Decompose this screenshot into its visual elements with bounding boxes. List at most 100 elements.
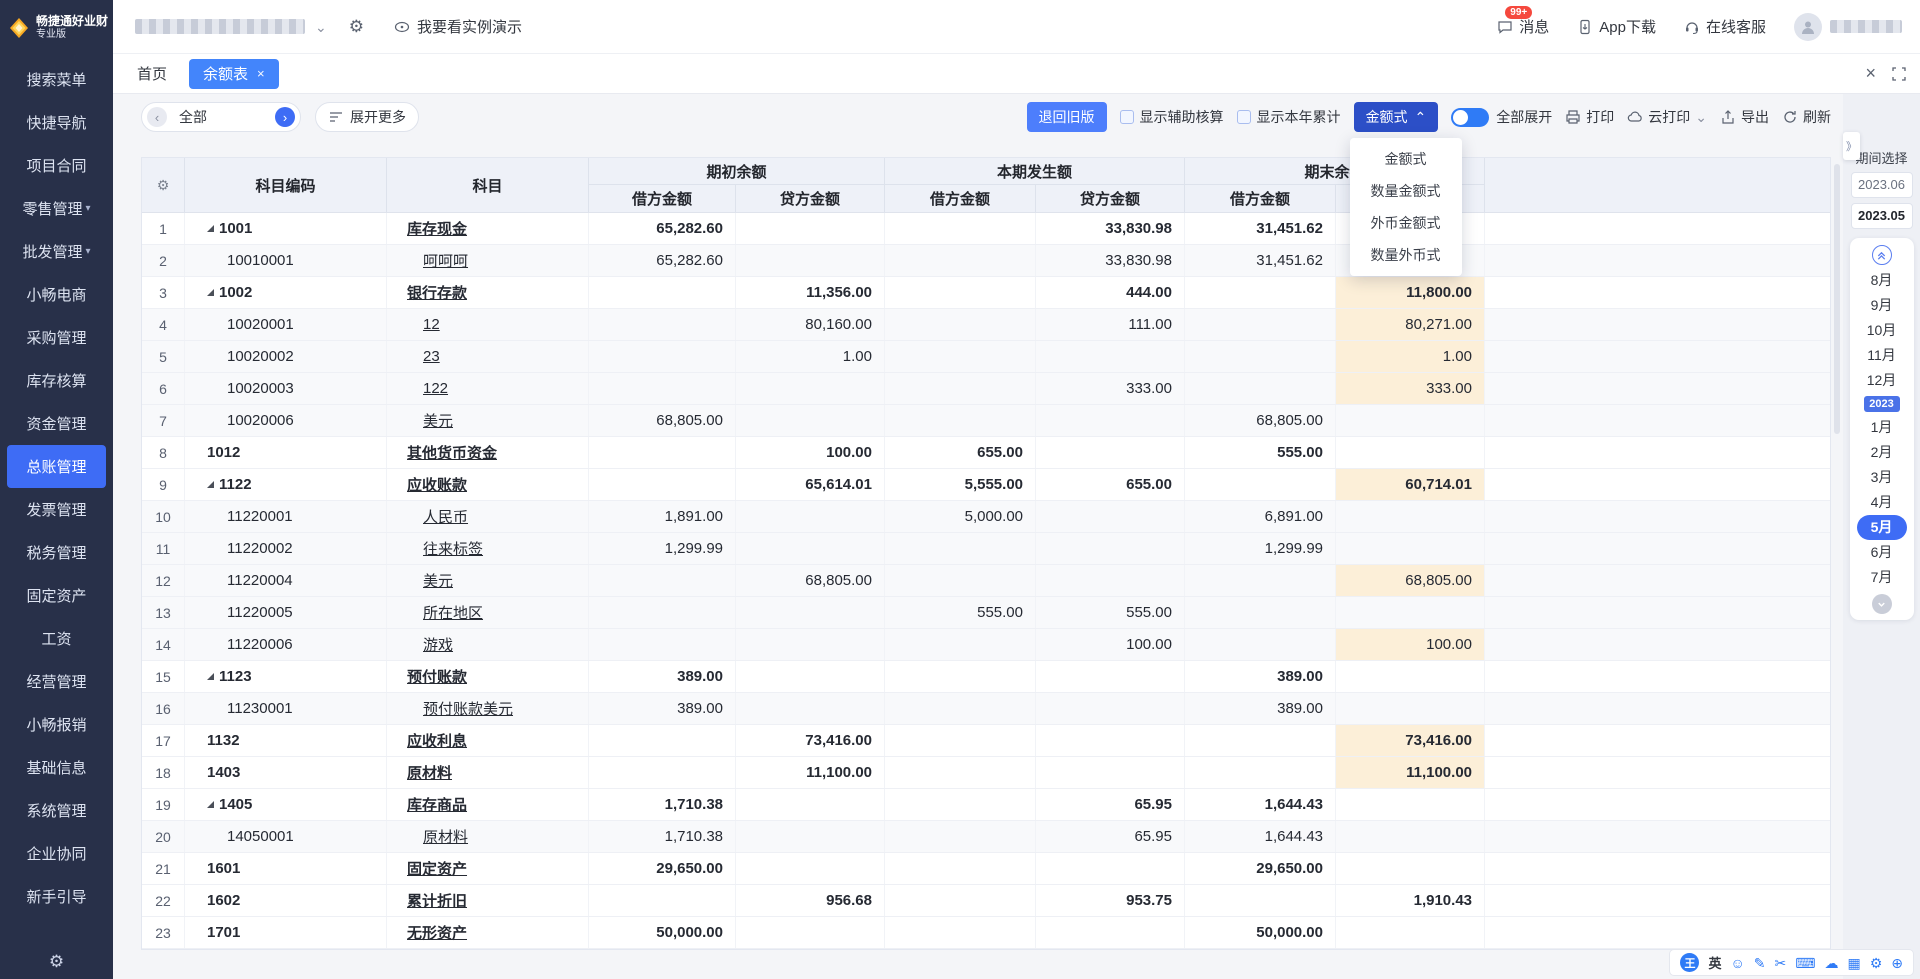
company-selector[interactable]: ⌄	[135, 19, 327, 34]
sidebar-item-税务管理[interactable]: 税务管理	[0, 531, 113, 574]
account-subject-link[interactable]: 固定资产	[407, 861, 468, 878]
account-subject-link[interactable]: 应收账款	[407, 477, 468, 494]
scroll-up-icon[interactable]	[1871, 245, 1892, 265]
sidebar-item-系统管理[interactable]: 系统管理	[0, 789, 113, 832]
month-item-11月[interactable]: 11月	[1867, 347, 1896, 363]
more-icon[interactable]: ⊕	[1891, 954, 1903, 971]
account-subject-link[interactable]: 游戏	[423, 637, 454, 654]
table-row[interactable]: 12 11220004 美元 68,805.00 68,805.00	[142, 565, 1830, 597]
month-item-6月[interactable]: 6月	[1870, 544, 1893, 560]
table-row[interactable]: 7 10020006 美元 68,805.00 68,805.00	[142, 405, 1830, 437]
month-item-2月[interactable]: 2月	[1870, 444, 1893, 460]
tab-balance-sheet[interactable]: 余额表 ×	[189, 58, 279, 89]
table-row[interactable]: 14 11220006 游戏 100.00 100.00	[142, 629, 1830, 661]
expand-toggle-icon[interactable]	[207, 673, 214, 680]
account-subject-link[interactable]: 人民币	[423, 509, 469, 526]
back-to-old-version-button[interactable]: 退回旧版	[1026, 102, 1107, 132]
format-menu-item[interactable]: 外币金额式	[1370, 215, 1441, 231]
tab-home[interactable]: 首页	[123, 59, 181, 89]
table-row[interactable]: 3 1002 银行存款 11,356.00 444.00 11,800.00	[142, 277, 1830, 309]
month-item-7月[interactable]: 7月	[1870, 569, 1893, 585]
table-row[interactable]: 22 1602 累计折旧 956.68 953.75 1,910.43	[142, 885, 1830, 917]
cloud-print-button[interactable]: 云打印 ⌄	[1627, 107, 1707, 127]
ime-language-toggle[interactable]: 英	[1708, 956, 1722, 971]
sidebar-item-新手引导[interactable]: 新手引导	[0, 875, 113, 918]
table-row[interactable]: 11 11220002 往来标签 1,299.99 1,299.99	[142, 533, 1830, 565]
sidebar-item-项目合同[interactable]: 项目合同	[0, 144, 113, 187]
table-row[interactable]: 23 1701 无形资产 50,000.00 50,000.00	[142, 917, 1830, 949]
toggle-track[interactable]	[1451, 107, 1490, 127]
period-button-current[interactable]: 2023.05	[1850, 203, 1913, 229]
table-row[interactable]: 4 10020001 12 80,160.00 111.00 80,271.00	[142, 309, 1830, 341]
account-subject-link[interactable]: 原材料	[407, 765, 453, 782]
expand-toggle-icon[interactable]	[207, 225, 214, 232]
table-row[interactable]: 5 10020002 23 1.00 1.00	[142, 341, 1830, 373]
checkbox-icon[interactable]	[1119, 110, 1134, 124]
sidebar-item-小畅报销[interactable]: 小畅报销	[0, 703, 113, 746]
account-subject-link[interactable]: 122	[423, 380, 449, 397]
sidebar-item-搜索菜单[interactable]: 搜索菜单	[0, 58, 113, 101]
table-row[interactable]: 8 1012 其他货币资金 100.00 655.00 555.00	[142, 437, 1830, 469]
sidebar-item-小畅电商[interactable]: 小畅电商	[0, 273, 113, 316]
scroll-down-icon[interactable]	[1871, 594, 1892, 614]
fullscreen-icon[interactable]	[1892, 66, 1906, 81]
month-item-1月[interactable]: 1月	[1870, 419, 1893, 435]
emoji-icon[interactable]: ☺	[1730, 954, 1745, 971]
pen-icon[interactable]: ✎	[1753, 954, 1766, 971]
account-subject-link[interactable]: 23	[423, 348, 440, 365]
format-menu-item[interactable]: 数量金额式	[1370, 183, 1441, 199]
account-subject-link[interactable]: 应收利息	[407, 733, 468, 750]
month-item-4月[interactable]: 4月	[1870, 494, 1893, 510]
table-row[interactable]: 18 1403 原材料 11,100.00 11,100.00	[142, 757, 1830, 789]
table-row[interactable]: 1 1001 库存现金 65,282.60 33,830.98 31,451.62	[142, 213, 1830, 245]
settings-gear-icon[interactable]: ⚙	[348, 16, 364, 36]
ime-logo-icon[interactable]: 王	[1680, 953, 1700, 972]
expand-more-button[interactable]: 展开更多	[315, 102, 419, 132]
table-row[interactable]: 10 11220001 人民币 1,891.00 5,000.00 6,891.00	[142, 501, 1830, 533]
sidebar-item-资金管理[interactable]: 资金管理	[0, 402, 113, 445]
table-row[interactable]: 16 11230001 预付账款美元 389.00 389.00	[142, 693, 1830, 725]
sidebar-item-基础信息[interactable]: 基础信息	[0, 746, 113, 789]
month-item-8月[interactable]: 8月	[1870, 272, 1893, 288]
sidebar-item-工资[interactable]: 工资	[0, 617, 113, 660]
col-header-subject[interactable]: 科目	[387, 158, 589, 212]
account-subject-link[interactable]: 预付账款	[407, 669, 468, 686]
sidebar-item-快捷导航[interactable]: 快捷导航	[0, 101, 113, 144]
table-row[interactable]: 2 10010001 呵呵呵 65,282.60 33,830.98 31,451.62	[142, 245, 1830, 277]
print-button[interactable]: 打印	[1565, 107, 1614, 127]
online-support-button[interactable]: 在线客服	[1684, 16, 1766, 37]
sidebar-item-采购管理[interactable]: 采购管理	[0, 316, 113, 359]
month-item-3月[interactable]: 3月	[1870, 469, 1893, 485]
table-row[interactable]: 17 1132 应收利息 73,416.00 73,416.00	[142, 725, 1830, 757]
scissors-icon[interactable]: ✂	[1774, 954, 1787, 971]
account-subject-link[interactable]: 美元	[423, 413, 454, 430]
month-item-9月[interactable]: 9月	[1870, 297, 1893, 313]
month-item-10月[interactable]: 10月	[1866, 322, 1897, 338]
table-row[interactable]: 19 1405 库存商品 1,710.38 65.95 1,644.43	[142, 789, 1830, 821]
format-menu-item[interactable]: 金额式	[1384, 151, 1427, 167]
keyboard-icon[interactable]: ⌨	[1795, 954, 1816, 971]
account-subject-link[interactable]: 其他货币资金	[407, 445, 498, 462]
show-aux-checkbox[interactable]: 显示辅助核算	[1119, 107, 1224, 127]
demo-link[interactable]: 我要看实例演示	[394, 16, 522, 37]
gear-icon[interactable]: ⚙	[156, 176, 170, 193]
table-row[interactable]: 21 1601 固定资产 29,650.00 29,650.00	[142, 853, 1830, 885]
account-subject-link[interactable]: 往来标签	[423, 541, 484, 558]
toolbox-icon[interactable]: ⚙	[1869, 954, 1883, 971]
collapse-handle[interactable]: 》	[1843, 132, 1860, 160]
expand-toggle-icon[interactable]	[207, 481, 214, 488]
account-subject-link[interactable]: 银行存款	[407, 285, 468, 302]
next-arrow-icon[interactable]: ›	[275, 107, 295, 127]
month-item-12月[interactable]: 12月	[1866, 372, 1897, 388]
table-row[interactable]: 20 14050001 原材料 1,710.38 65.95 1,644.43	[142, 821, 1830, 853]
format-menu-item[interactable]: 数量外币式	[1370, 247, 1441, 263]
close-page-icon[interactable]: ×	[1865, 63, 1876, 83]
table-row[interactable]: 13 11220005 所在地区 555.00 555.00	[142, 597, 1830, 629]
amount-format-button[interactable]: 金额式 ⌃	[1353, 102, 1439, 132]
sidebar-settings-gear-icon[interactable]: ⚙	[48, 952, 65, 971]
cloud-icon[interactable]: ☁	[1824, 954, 1839, 971]
table-row[interactable]: 9 1122 应收账款 65,614.01 5,555.00 655.00 60,714.0…	[142, 469, 1830, 501]
table-row[interactable]: 6 10020003 122 333.00 333.00	[142, 373, 1830, 405]
sidebar-item-批发管理[interactable]: 批发管理 ▾	[0, 230, 113, 273]
account-subject-link[interactable]: 呵呵呵	[423, 253, 469, 270]
